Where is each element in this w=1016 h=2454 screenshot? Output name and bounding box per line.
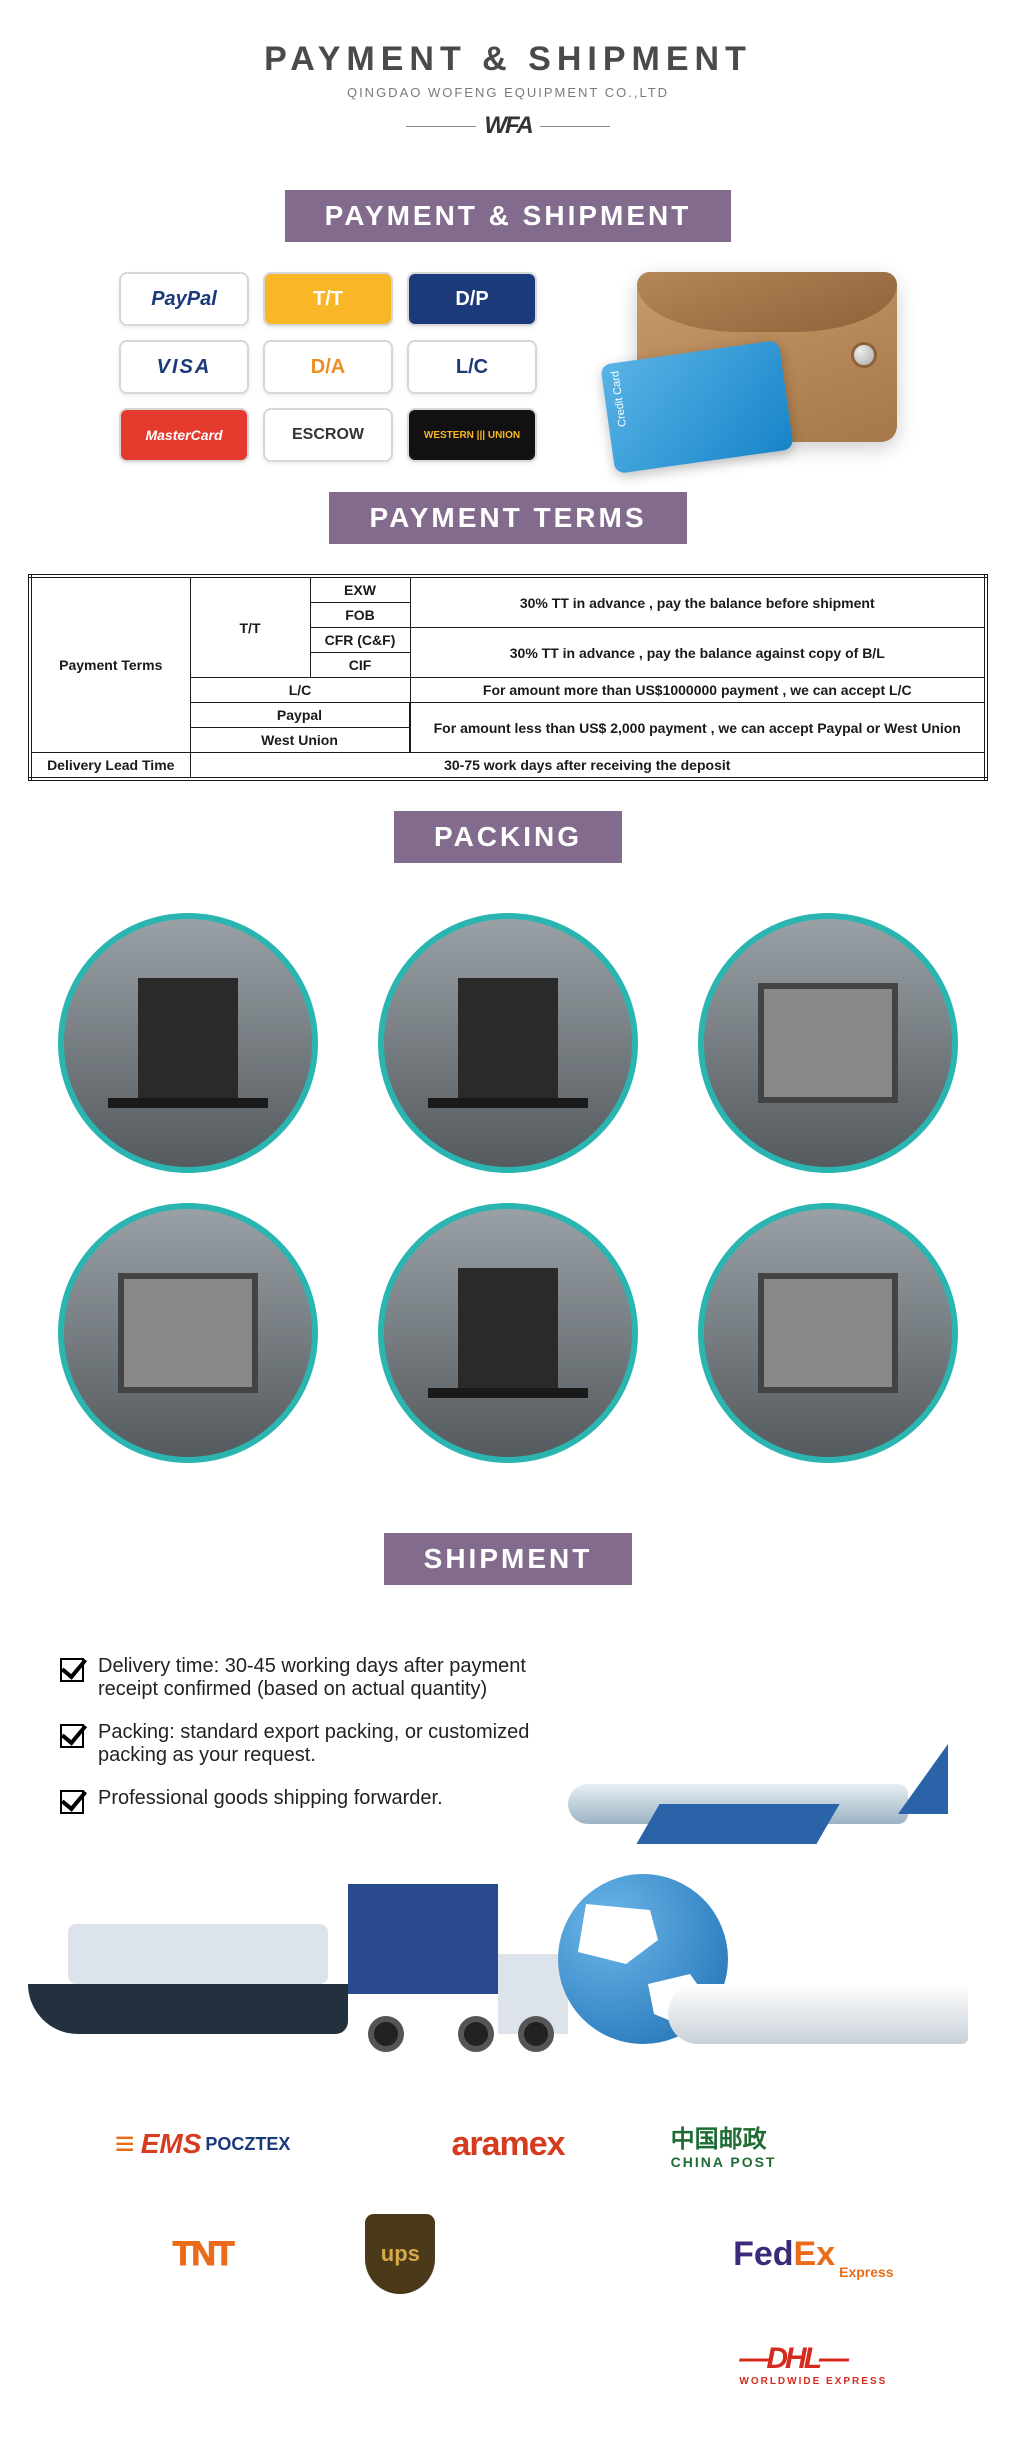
header-subtitle: QINGDAO WOFENG EQUIPMENT CO.,LTD — [20, 85, 996, 100]
credit-card: Credit Card — [600, 340, 794, 474]
page-header: PAYMENT & SHIPMENT QINGDAO WOFENG EQUIPM… — [0, 0, 1016, 160]
cell-paypal-desc: For amount less than US$ 2,000 payment ,… — [410, 703, 986, 753]
wallet-illustration: Credit Card — [597, 272, 897, 462]
cell-delivery-header: Delivery Lead Time — [30, 753, 190, 780]
logo-ems: EMSPOCZTEX — [60, 2114, 345, 2174]
truck-icon — [348, 1884, 568, 2034]
payment-methods-section: PayPal T/T D/P VISA D/A L/C MasterCard E… — [0, 272, 1016, 462]
packing-photo — [58, 913, 318, 1173]
shipping-illustration — [28, 1754, 988, 2074]
company-logo: WFA — [484, 112, 531, 140]
cell-delivery-value: 30-75 work days after receiving the depo… — [190, 753, 986, 780]
badge-mastercard: MasterCard — [119, 408, 249, 462]
check-icon — [60, 1658, 84, 1682]
packing-photo — [698, 1203, 958, 1463]
badge-lc: L/C — [407, 340, 537, 394]
badge-dp: D/P — [407, 272, 537, 326]
airplane-icon — [568, 1754, 948, 1864]
logo-divider: WFA — [20, 112, 996, 140]
payment-terms-table: Payment Terms T/T EXW 30% TT in advance … — [28, 574, 988, 781]
cell-tt-desc2: 30% TT in advance , pay the balance agai… — [410, 628, 986, 678]
badge-da: D/A — [263, 340, 393, 394]
logo-tnt: TNT — [60, 2224, 345, 2284]
banner-payment-shipment: PAYMENT & SHIPMENT — [285, 190, 732, 242]
logo-dhl: —DHL— WORLDWIDE EXPRESS — [671, 2334, 956, 2394]
banner-shipment: SHIPMENT — [384, 1533, 633, 1585]
banner-payment-terms: PAYMENT TERMS — [329, 492, 686, 544]
ship-icon — [28, 1904, 388, 2034]
cell-wu-label: West Union — [191, 728, 410, 753]
carrier-logos: EMSPOCZTEX aramex 中国邮政 CHINA POST TNT up… — [0, 2074, 1016, 2454]
cell-cfr: CFR (C&F) — [310, 628, 410, 653]
badge-visa: VISA — [119, 340, 249, 394]
logo-china-post: 中国邮政 CHINA POST — [671, 2114, 956, 2174]
cell-tt-desc1: 30% TT in advance , pay the balance befo… — [410, 576, 986, 628]
logo-aramex: aramex — [365, 2114, 650, 2174]
packing-photos-grid — [0, 893, 1016, 1503]
logo-fedex: FedExExpress — [671, 2224, 956, 2284]
payment-badges-grid: PayPal T/T D/P VISA D/A L/C MasterCard E… — [119, 272, 537, 462]
shipment-item: Delivery time: 30-45 working days after … — [60, 1655, 956, 1701]
cell-lc-label: L/C — [190, 678, 410, 703]
badge-tt: T/T — [263, 272, 393, 326]
cell-paypal-label: Paypal — [191, 703, 410, 728]
cell-lc-desc: For amount more than US$1000000 payment … — [410, 678, 986, 703]
packing-photo — [378, 913, 638, 1173]
train-icon — [668, 1964, 968, 2044]
cell-exw: EXW — [310, 576, 410, 603]
badge-paypal: PayPal — [119, 272, 249, 326]
header-title: PAYMENT & SHIPMENT — [20, 40, 996, 79]
badge-western-union: WESTERN ||| UNION — [407, 408, 537, 462]
check-icon — [60, 1724, 84, 1748]
banner-packing: PACKING — [394, 811, 622, 863]
packing-photo — [698, 913, 958, 1173]
logo-ups: ups — [365, 2214, 435, 2294]
cell-cif: CIF — [310, 653, 410, 678]
cell-tt: T/T — [190, 576, 310, 678]
packing-photo — [58, 1203, 318, 1463]
badge-escrow: ESCROW — [263, 408, 393, 462]
cell-fob: FOB — [310, 603, 410, 628]
cell-payment-terms-header: Payment Terms — [30, 576, 190, 753]
packing-photo — [378, 1203, 638, 1463]
shipment-text: Delivery time: 30-45 working days after … — [98, 1655, 538, 1701]
